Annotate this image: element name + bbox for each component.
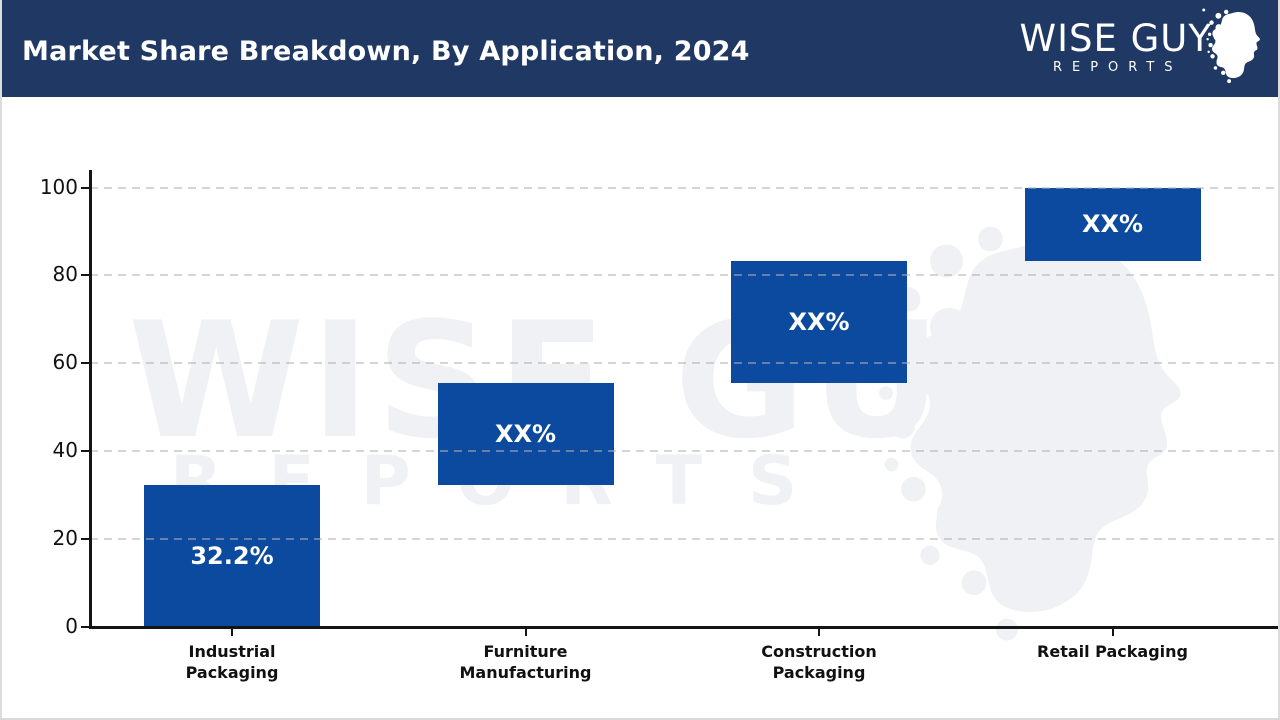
y-tick-mark-100 [81,186,90,189]
gridline-80 [90,274,1278,277]
brand-name: WISE GUY [1019,16,1212,60]
y-tick-label-0: 0 [65,614,78,638]
chart-area: WISE GUY REPORTS 32.2%XX%XX%XX% 02040608… [2,97,1278,717]
x-tick-mark-construction-packaging [818,629,820,636]
gridline-60 [90,362,1278,365]
page-title: Market Share Breakdown, By Application, … [22,36,750,67]
y-tick-label-100: 100 [39,174,78,199]
brand-logo: WISE GUY REPORTS [1020,8,1264,86]
watermark-face-icon [879,226,1181,641]
x-tick-mark-retail-packaging [1111,629,1114,636]
bar-value-label: XX% [494,420,557,449]
brand-tagline: REPORTS [1052,59,1183,75]
x-label-industrial-packaging: Industrial Packaging [185,642,279,683]
gridline-40 [90,450,1278,453]
header-bar: Market Share Breakdown, By Application, … [2,0,1278,97]
y-tick-mark-0 [81,626,90,628]
gridline-20 [90,538,1278,541]
wiseguy-face-icon [1202,8,1260,84]
bar-construction-packaging: XX% [731,261,907,384]
y-tick-mark-20 [81,538,90,541]
bar-retail-packaging: XX% [1024,187,1201,262]
bar-furniture-manufacturing: XX% [437,383,614,486]
x-tick-mark-industrial-packaging [231,629,233,636]
y-tick-mark-40 [81,450,90,453]
x-label-retail-packaging: Retail Packaging [1037,642,1188,661]
bar-value-label: XX% [788,308,850,337]
x-label-furniture-manufacturing: Furniture Manufacturing [459,642,592,683]
bar-value-label: 32.2% [190,542,274,571]
y-axis-line [89,170,92,628]
bar-value-label: XX% [1081,210,1144,239]
x-tick-mark-furniture-manufacturing [524,629,527,636]
y-tick-mark-80 [81,274,90,277]
bar-industrial-packaging: 32.2% [144,485,320,627]
y-tick-mark-60 [81,362,90,365]
x-axis-line [89,626,1278,629]
y-tick-label-60: 60 [52,350,78,375]
y-tick-label-80: 80 [52,262,78,287]
x-label-construction-packaging: Construction Packaging [761,642,877,683]
gridline-100 [90,186,1278,189]
brand-logo-text: WISE GUY REPORTS [1020,20,1212,75]
y-tick-label-40: 40 [52,438,78,463]
y-tick-label-20: 20 [52,526,78,551]
